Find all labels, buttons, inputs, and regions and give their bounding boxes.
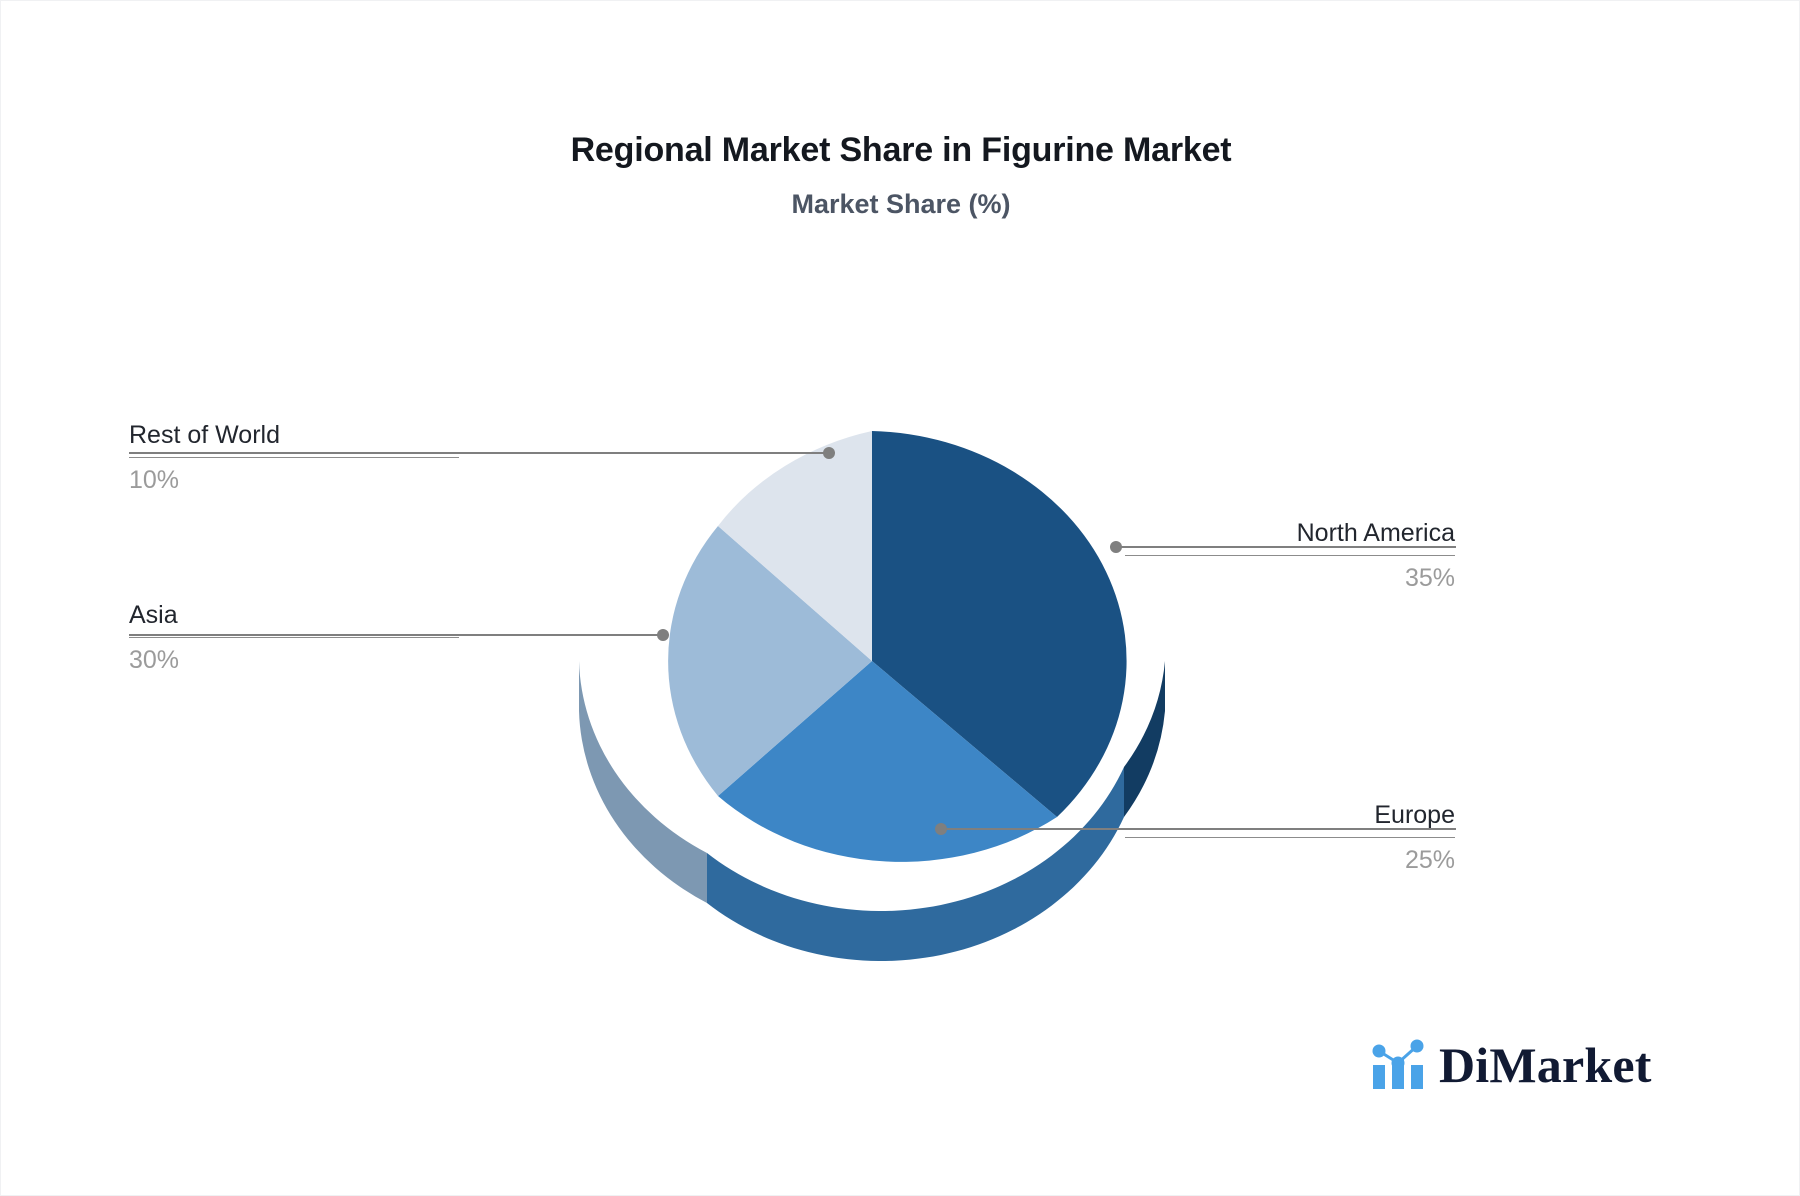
callout-rule	[129, 636, 459, 638]
pie-slice-europe[interactable]	[718, 661, 1057, 862]
page-title: Regional Market Share in Figurine Market	[570, 131, 1232, 169]
leader-dot-asia	[657, 629, 669, 641]
callout-value: 30%	[129, 645, 180, 674]
pie-depth	[579, 661, 1165, 962]
brand-logo: DiMarket	[1371, 1039, 1652, 1091]
callout-name: Rest of World	[129, 421, 280, 449]
chart-subtitle: Market Share (%)	[791, 189, 1011, 219]
pie-slice-north-america[interactable]	[872, 431, 1127, 817]
pie-slice-asia[interactable]	[668, 526, 872, 796]
callout-name: Asia	[129, 601, 178, 629]
callout-rule	[129, 456, 459, 458]
leader-dot-europe	[935, 823, 947, 835]
callout-rule	[1125, 554, 1455, 556]
brand-name: DiMarket	[1439, 1037, 1652, 1093]
leader-lines	[129, 452, 1456, 830]
callout-rest-of-world[interactable]: Rest of World 10%	[129, 421, 459, 495]
callout-name: Europe	[1374, 801, 1455, 829]
callout-value: 10%	[129, 465, 180, 494]
callout-europe[interactable]: Europe 25%	[1125, 801, 1455, 875]
pie-depth-europe	[707, 767, 1124, 962]
callout-name: North America	[1296, 519, 1455, 547]
callout-asia[interactable]: Asia 30%	[129, 601, 459, 675]
callout-north-america[interactable]: North America 35%	[1125, 519, 1455, 593]
leader-dot-rest-of-world	[823, 447, 835, 459]
callout-value: 35%	[1404, 563, 1455, 592]
callout-value: 25%	[1404, 845, 1455, 874]
pie-slice-rest-of-world[interactable]	[718, 431, 872, 661]
pie-slices	[668, 431, 1127, 862]
pie-depth-asia	[579, 661, 707, 903]
bar-chart-icon	[1372, 1039, 1424, 1089]
callout-rule	[1125, 836, 1455, 838]
pie-depth-north-america	[1124, 661, 1165, 817]
leader-dots	[657, 447, 1122, 835]
leader-dot-north-america	[1110, 541, 1122, 553]
